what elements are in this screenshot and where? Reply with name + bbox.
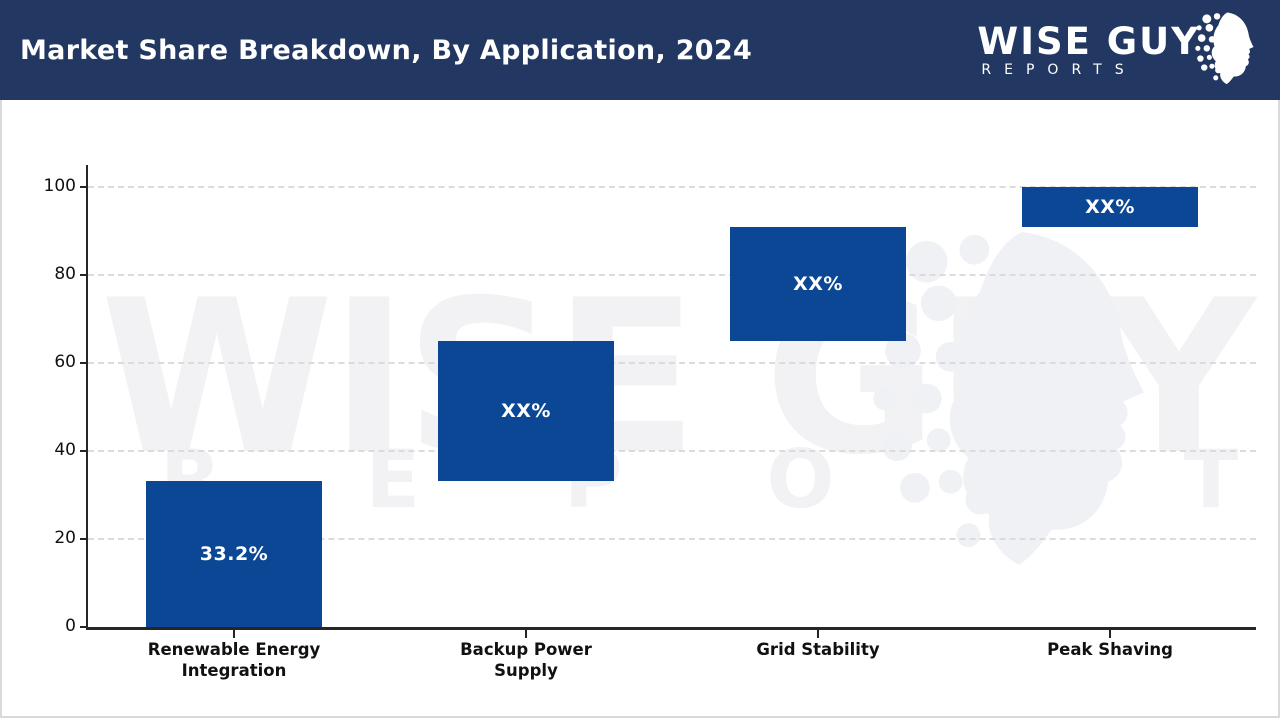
x-axis-category-label: Backup Power Supply: [460, 640, 592, 681]
wise-guy-logo: WISE GUY REPORTS: [977, 11, 1258, 89]
bar-value-label: XX%: [1085, 195, 1135, 218]
bar-value-label: XX%: [501, 399, 551, 422]
logo-line1: WISE GUY: [977, 20, 1200, 63]
x-axis-tick-mark: [233, 630, 235, 638]
y-axis-tick-label: 80: [54, 264, 76, 284]
watermark-head-icon: [866, 226, 1166, 568]
logo-line2: REPORTS: [981, 62, 1137, 78]
x-axis-tick-mark: [1109, 630, 1111, 638]
gridline: [88, 362, 1256, 364]
gridline: [88, 186, 1256, 188]
y-axis-tick-mark: [80, 626, 88, 628]
y-axis-tick-mark: [80, 274, 88, 276]
waterfall-bar: XX%: [438, 341, 614, 481]
waterfall-bar: 33.2%: [146, 480, 322, 627]
x-axis-category-label: Grid Stability: [756, 640, 880, 659]
page-title: Market Share Breakdown, By Application, …: [20, 34, 753, 66]
x-axis-tick-mark: [817, 630, 819, 638]
y-axis-tick-label: 20: [54, 528, 76, 548]
x-axis-line: [86, 627, 1256, 630]
y-axis-tick-mark: [80, 186, 88, 188]
y-axis-tick-label: 40: [54, 440, 76, 460]
y-axis-tick-mark: [80, 538, 88, 540]
gridline: [88, 274, 1256, 276]
bar-value-label: XX%: [793, 272, 843, 295]
logo-wordmark: WISE GUY REPORTS: [977, 23, 1200, 77]
gridline: [88, 538, 1256, 540]
bar-value-label: 33.2%: [199, 542, 269, 565]
y-axis-tick-label: 0: [65, 616, 76, 636]
x-axis-tick-mark: [525, 630, 527, 638]
waterfall-bar: XX%: [730, 226, 906, 341]
head-profile-icon: [1194, 11, 1258, 89]
waterfall-bar: XX%: [1022, 187, 1198, 227]
gridline: [88, 450, 1256, 452]
x-axis-category-label: Peak Shaving: [1047, 640, 1173, 659]
header-bar: Market Share Breakdown, By Application, …: [0, 0, 1280, 100]
y-axis-tick-label: 60: [54, 352, 76, 372]
y-axis-tick-label: 100: [43, 176, 76, 196]
x-axis-category-label: Renewable Energy Integration: [147, 640, 321, 681]
y-axis-line: [86, 165, 88, 627]
y-axis-tick-mark: [80, 450, 88, 452]
y-axis-tick-mark: [80, 362, 88, 364]
